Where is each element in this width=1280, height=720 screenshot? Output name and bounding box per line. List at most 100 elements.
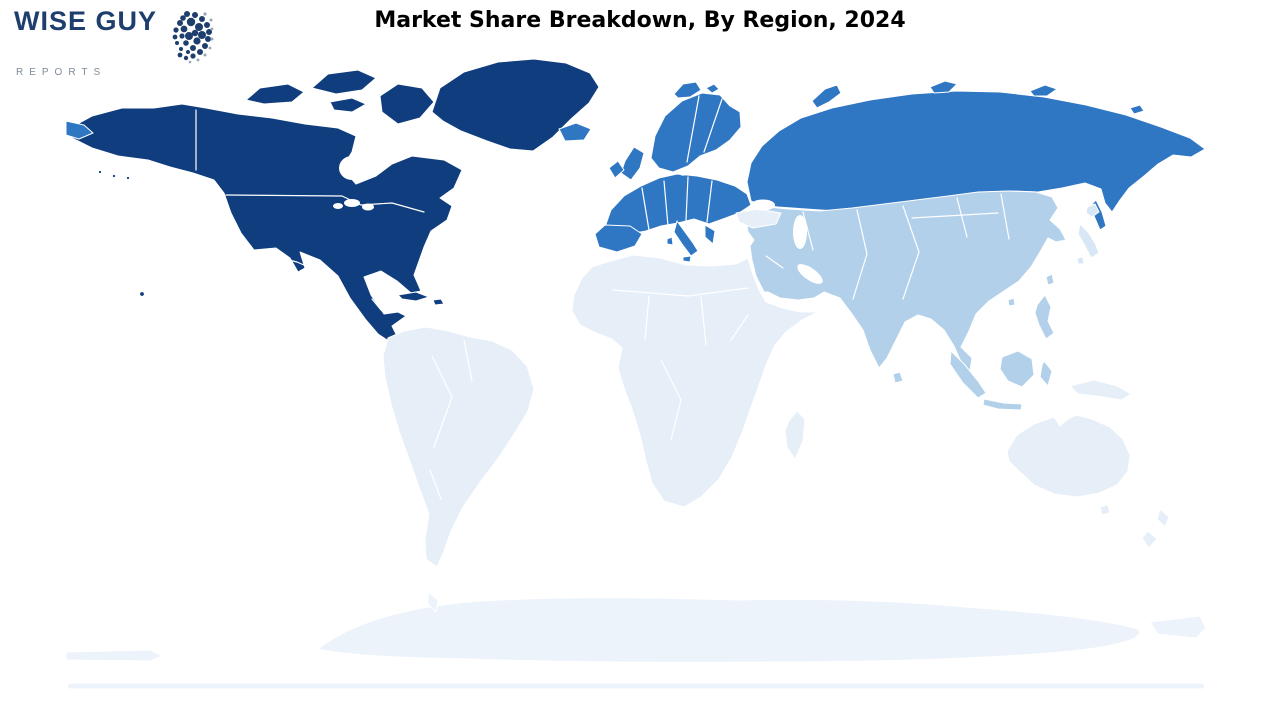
border-africa-2 xyxy=(644,295,650,341)
region-antarctica-right-strip xyxy=(1149,615,1207,639)
border-scandinavia-2 xyxy=(703,98,723,153)
region-aleutian-2 xyxy=(111,173,117,179)
region-balkans-greece xyxy=(704,224,716,245)
region-tasmania xyxy=(1099,504,1111,516)
tier3-regions xyxy=(745,190,1067,411)
region-arctic-island-1 xyxy=(245,83,305,105)
region-java xyxy=(982,398,1023,411)
border-south-america-2 xyxy=(463,339,473,382)
black-sea xyxy=(751,199,775,211)
region-iceland xyxy=(558,122,592,142)
region-north-america-mainland xyxy=(69,103,463,343)
region-novaya-zemlya xyxy=(811,84,842,109)
border-europe-1 xyxy=(641,187,650,231)
great-lake-3 xyxy=(333,203,343,209)
tier1-regions xyxy=(69,58,600,353)
region-new-siberian-islands xyxy=(1029,84,1058,97)
region-sri-lanka xyxy=(892,371,904,384)
border-asia-5 xyxy=(1000,193,1010,240)
region-severnaya-zemlya xyxy=(929,80,958,94)
persian-gulf xyxy=(797,264,823,284)
region-new-zealand-south xyxy=(1141,530,1158,549)
region-baffin-island xyxy=(379,83,435,125)
region-antarctica-bottom-line xyxy=(67,682,1205,690)
region-taiwan xyxy=(1045,273,1055,286)
water-overlays xyxy=(333,156,823,284)
logo-head-dots-navy xyxy=(172,11,213,61)
logo-head-dots-gray xyxy=(188,12,214,64)
border-asia-3 xyxy=(902,205,920,300)
region-madagascar xyxy=(784,410,806,460)
region-scandinavia xyxy=(650,92,742,173)
region-sardinia xyxy=(666,236,674,246)
baltic-sea xyxy=(679,164,697,176)
tier3b-regions xyxy=(1076,203,1100,265)
region-great-britain xyxy=(620,146,645,181)
region-asia-mainland xyxy=(745,190,1067,372)
wise-guy-reports-logo: WISE GUY xyxy=(14,8,214,78)
region-wrangel-island xyxy=(1129,104,1145,115)
region-sicily xyxy=(682,255,692,263)
border-south-america-3 xyxy=(429,469,442,500)
region-hispaniola xyxy=(432,298,445,306)
hudson-bay xyxy=(339,156,365,180)
border-europe-2 xyxy=(663,180,669,227)
region-antarctica-left-strip xyxy=(65,649,163,662)
logo-subtext: REPORTS xyxy=(16,67,107,78)
tier4-regions xyxy=(382,208,1170,568)
border-europe-3 xyxy=(685,176,689,221)
region-australia xyxy=(1006,414,1131,498)
border-asia-2 xyxy=(852,209,868,300)
region-arctic-island-3 xyxy=(329,97,367,113)
border-africa-1 xyxy=(612,287,749,297)
border-africa-5 xyxy=(730,314,749,341)
region-new-guinea xyxy=(1069,379,1132,401)
great-lake-1 xyxy=(344,199,360,207)
region-cuba xyxy=(397,291,430,302)
region-hawaii xyxy=(139,291,145,297)
logo-wordmark: WISE GUY xyxy=(14,6,158,36)
region-japan-honshu xyxy=(1077,223,1100,259)
region-iberia xyxy=(594,224,643,253)
region-hainan xyxy=(1007,297,1016,307)
border-asia-1 xyxy=(802,211,814,251)
region-africa xyxy=(571,254,819,508)
border-us-canada xyxy=(225,194,425,213)
region-japan-kyushu xyxy=(1076,256,1085,265)
border-central-america xyxy=(371,298,382,311)
region-ireland xyxy=(608,160,625,179)
region-svalbard-2 xyxy=(705,83,720,94)
region-antarctic-peninsula xyxy=(427,591,439,613)
region-svalbard xyxy=(673,81,702,99)
region-greenland xyxy=(431,58,600,152)
border-scandinavia-1 xyxy=(686,95,700,163)
tier5-regions xyxy=(65,591,1207,690)
region-south-america xyxy=(382,326,535,568)
region-sulawesi xyxy=(1039,360,1053,387)
region-aleutian-1 xyxy=(97,169,103,175)
region-chukotka-west-edge xyxy=(65,120,94,140)
border-us-mexico xyxy=(252,250,330,277)
tier2-regions xyxy=(65,80,1206,263)
logo-dotted-head-icon xyxy=(172,11,214,64)
region-japan-hokkaido xyxy=(1085,203,1100,218)
region-arctic-island-2 xyxy=(311,69,377,95)
border-asia-4 xyxy=(956,197,968,238)
border-asia-mongolia xyxy=(911,212,999,219)
region-sumatra xyxy=(949,350,987,399)
border-africa-4 xyxy=(660,359,682,441)
region-borneo xyxy=(999,350,1035,388)
border-europe-4 xyxy=(706,180,713,223)
border-south-america-1 xyxy=(431,355,453,448)
region-philippines xyxy=(1034,294,1055,340)
region-italy xyxy=(673,220,699,257)
region-antarctica-main xyxy=(317,597,1141,663)
region-aleutian-3 xyxy=(125,175,131,181)
region-new-zealand-north xyxy=(1156,508,1170,528)
chart-title: Market Share Breakdown, By Region, 2024 xyxy=(374,8,906,33)
border-africa-3 xyxy=(700,296,707,346)
country-borders xyxy=(195,95,1010,500)
caspian-sea xyxy=(793,215,807,249)
